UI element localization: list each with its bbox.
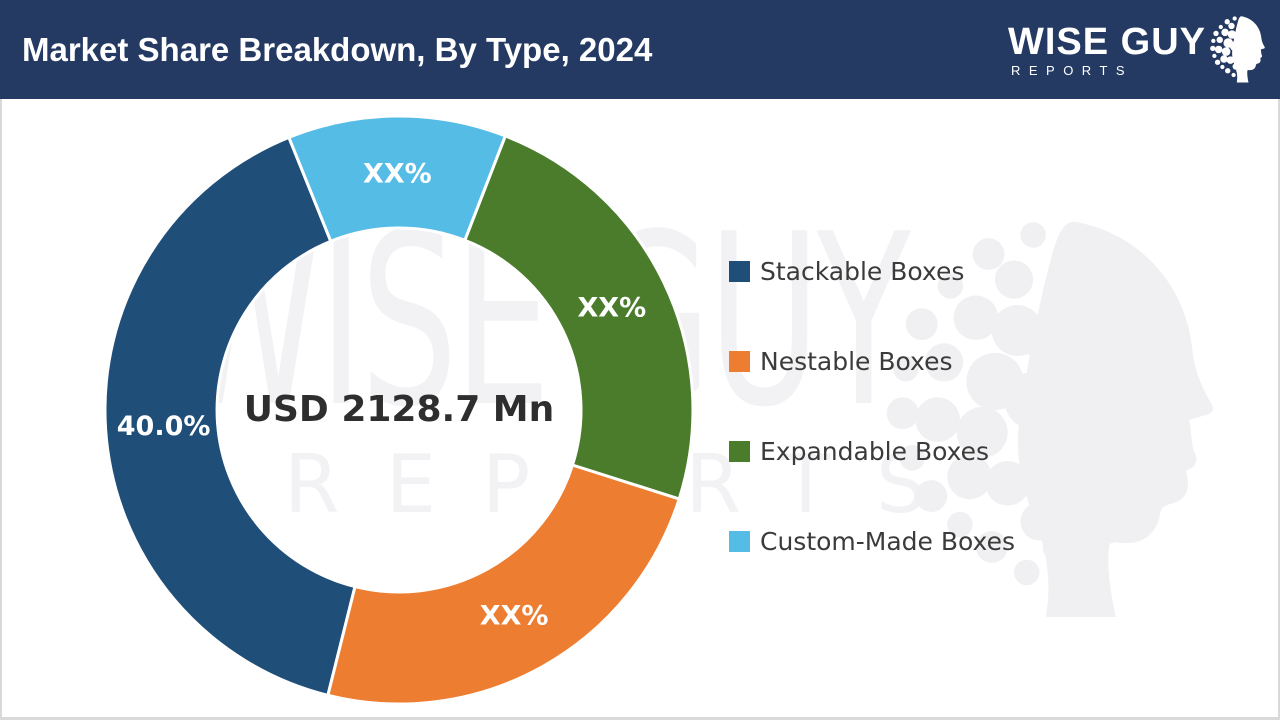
donut-slice-custom-made-boxes <box>287 114 507 243</box>
legend-swatch <box>729 350 750 372</box>
legend-swatch <box>729 530 750 552</box>
slice-label-custom-made-boxes: XX% <box>363 159 432 190</box>
wise-guy-logo: WISE GUY REPORTS <box>1008 8 1272 92</box>
header-bar: Market Share Breakdown, By Type, 2024 WI… <box>0 0 1280 99</box>
legend-item-stackable-boxes: Stackable Boxes <box>729 256 1015 286</box>
donut-chart: 40.0% XX% XX% XX% <box>103 114 695 706</box>
slice-label-expandable-boxes: XX% <box>577 293 646 324</box>
donut-center-value: USD 2128.7 Mn <box>243 389 555 430</box>
legend-item-nestable-boxes: Nestable Boxes <box>729 346 1015 376</box>
legend-label: Stackable Boxes <box>760 256 965 286</box>
chart-canvas: WISE GUY REPORTS 40.0%XX%XX%XX% USD 2128… <box>0 99 1280 720</box>
donut-slice-nestable-boxes <box>326 463 681 706</box>
logo-text: WISE GUY REPORTS <box>1008 23 1206 77</box>
legend-swatch <box>729 260 750 282</box>
logo-name: WISE GUY <box>1007 21 1206 63</box>
legend-label: Custom-Made Boxes <box>760 526 1015 556</box>
legend-label: Nestable Boxes <box>760 346 953 376</box>
legend-label: Expandable Boxes <box>760 436 990 466</box>
legend-item-expandable-boxes: Expandable Boxes <box>729 436 1015 466</box>
logo-tagline: REPORTS <box>1010 63 1134 78</box>
chart-legend: Stackable Boxes Nestable Boxes Expandabl… <box>729 256 1015 619</box>
logo-face-icon <box>1208 13 1272 88</box>
donut-slice-expandable-boxes <box>463 134 695 501</box>
donut-slice-stackable-boxes <box>103 135 357 697</box>
slice-label-stackable-boxes: 40.0% <box>117 411 211 442</box>
legend-swatch <box>729 440 750 462</box>
legend-item-custom-made-boxes: Custom-Made Boxes <box>729 526 1015 556</box>
slice-label-nestable-boxes: XX% <box>480 601 549 632</box>
page-title: Market Share Breakdown, By Type, 2024 <box>22 30 653 68</box>
